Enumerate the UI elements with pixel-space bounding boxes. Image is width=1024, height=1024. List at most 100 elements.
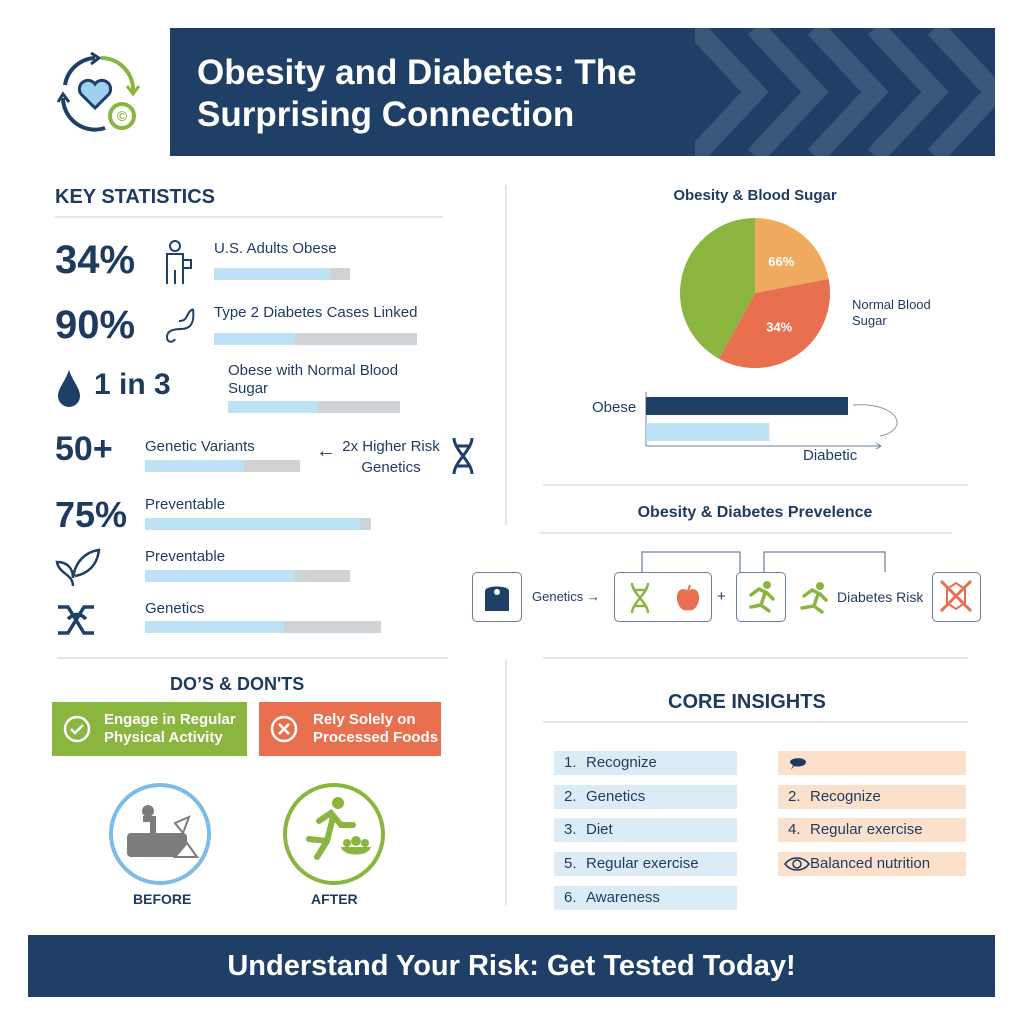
connector-lines xyxy=(641,551,886,572)
sedentary-icon xyxy=(109,783,211,885)
insight-text: Regular exercise xyxy=(586,855,699,873)
insight-item xyxy=(778,751,966,775)
exercise-box xyxy=(736,572,786,622)
stat-value: 90% xyxy=(55,303,136,347)
insight-item: 4. Regular exercise xyxy=(778,818,966,843)
dna-icon xyxy=(452,437,474,475)
cta-banner[interactable]: Understand Your Risk: Get Tested Today! xyxy=(28,935,995,997)
stat-label: Preventable xyxy=(145,496,226,513)
leaf-icon xyxy=(55,548,101,587)
insight-item: 6. Awareness xyxy=(554,885,737,910)
insight-number: 1. xyxy=(564,754,577,771)
insight-item: Balanced nutrition xyxy=(778,852,966,877)
stat-label: Genetic Variants xyxy=(145,438,255,455)
stat-label: U.S. Adults Obese xyxy=(214,240,337,257)
insight-number: 2. xyxy=(564,787,577,805)
scale-box xyxy=(472,572,522,622)
pie-chart: 66% 34% xyxy=(679,218,830,369)
heart-cycle-icon: © xyxy=(56,51,141,132)
stat-progress-bar xyxy=(145,570,350,582)
eye-icon xyxy=(778,852,810,876)
genetics-label: Genetics → xyxy=(532,589,600,604)
callout-line2: Genetics xyxy=(361,459,421,476)
insight-text: Awareness xyxy=(586,888,660,906)
apple-icon xyxy=(676,584,700,611)
stat-label: Type 2 Diabetes Cases Linked xyxy=(214,304,418,321)
svg-text:©: © xyxy=(117,108,128,124)
stat-value: 75% xyxy=(55,494,128,535)
dont-text-line1: Rely Solely on xyxy=(313,711,416,728)
bar-category-label: Obese xyxy=(592,399,637,416)
stat-value: 50+ xyxy=(55,430,113,468)
crossed-out-icon xyxy=(939,579,973,613)
callout-line1: 2x Higher Risk xyxy=(342,438,440,455)
blood-drop-icon xyxy=(58,370,80,407)
insight-text: Recognize xyxy=(586,754,657,771)
insight-item: 2. Recognize xyxy=(778,784,966,809)
running-icon xyxy=(749,581,775,613)
pie-slice xyxy=(718,278,830,369)
pie-chart-title: Obesity & Blood Sugar xyxy=(673,187,837,204)
prevalence-title: Obesity & Diabetes Prevelence xyxy=(637,504,873,521)
person-icon xyxy=(166,240,192,284)
dos-donts-title: DO’S & DON'TS xyxy=(170,674,305,694)
bar-category-label: Diabetic xyxy=(803,447,858,464)
insight-text: Recognize xyxy=(810,787,881,805)
do-card: Engage in Regular Physical Activity xyxy=(52,702,247,756)
pie-slice xyxy=(755,218,829,293)
dont-text-line2: Processed Foods xyxy=(313,729,439,746)
do-text-line1: Engage in Regular xyxy=(104,711,236,728)
after-label: AFTER xyxy=(311,891,358,907)
stat-progress-bar xyxy=(145,518,371,530)
genetics-diet-box xyxy=(614,572,712,622)
title-banner: Obesity and Diabetes: The Surprising Conn… xyxy=(170,28,995,156)
stat-label: Genetics xyxy=(145,600,205,617)
pancreas-icon xyxy=(165,308,195,343)
insight-text: Diet xyxy=(586,821,613,839)
insight-text: Genetics xyxy=(586,787,646,805)
pie-annotation: Normal Blood Sugar xyxy=(852,297,931,328)
insight-item: 5. Regular exercise xyxy=(554,852,737,877)
stat-value: 34% xyxy=(55,238,136,282)
arrow-left-icon: ← xyxy=(316,440,336,462)
dna-icon xyxy=(630,582,650,614)
check-circle-icon xyxy=(63,715,91,743)
insight-item: 3. Diet xyxy=(554,818,737,843)
stat-progress-bar xyxy=(214,268,350,280)
stat-value: 1 in 3 xyxy=(94,368,171,401)
stat-progress-bar xyxy=(214,333,417,345)
diabetes-risk-label: Diabetes Risk xyxy=(837,589,924,605)
plus-sign: + xyxy=(717,588,726,605)
pie-slice xyxy=(679,218,755,359)
scale-icon xyxy=(485,586,509,611)
horizontal-bar-chart xyxy=(645,392,898,450)
no-risk-box xyxy=(932,572,981,622)
stat-label: Preventable xyxy=(145,548,226,565)
insight-text: Balanced nutrition xyxy=(810,855,931,873)
page-title-line1: Obesity and Diabetes: The xyxy=(197,53,637,92)
insight-text: Regular exercise xyxy=(810,821,923,839)
insight-number: 5. xyxy=(564,855,577,873)
insight-number: 4. xyxy=(788,821,801,839)
pie-slice-label: 34% xyxy=(766,319,792,334)
x-circle-icon xyxy=(270,715,298,743)
stat-label: Obese with Normal Blood Sugar xyxy=(228,362,399,397)
stat-progress-bar xyxy=(145,621,381,633)
pie-slice-label: 66% xyxy=(768,254,794,269)
insight-item: 2. Genetics xyxy=(554,784,737,809)
stat-progress-bar xyxy=(228,401,400,413)
running-icon xyxy=(800,582,828,614)
active-icon xyxy=(283,783,385,885)
speech-bubble-icon xyxy=(778,751,810,775)
bar-obese xyxy=(646,397,848,415)
insight-item: 1. Recognize xyxy=(554,751,737,775)
insight-number: 3. xyxy=(564,821,577,839)
before-label: BEFORE xyxy=(133,891,192,907)
bar-diabetic xyxy=(646,423,770,441)
stat-progress-bar xyxy=(145,460,300,472)
insight-number: 6. xyxy=(564,888,577,906)
insight-number: 2. xyxy=(788,787,801,805)
key-statistics-title: KEY STATISTICS xyxy=(55,186,216,208)
dna-icon xyxy=(58,605,94,635)
core-insights-title: CORE INSIGHTS xyxy=(668,691,826,713)
